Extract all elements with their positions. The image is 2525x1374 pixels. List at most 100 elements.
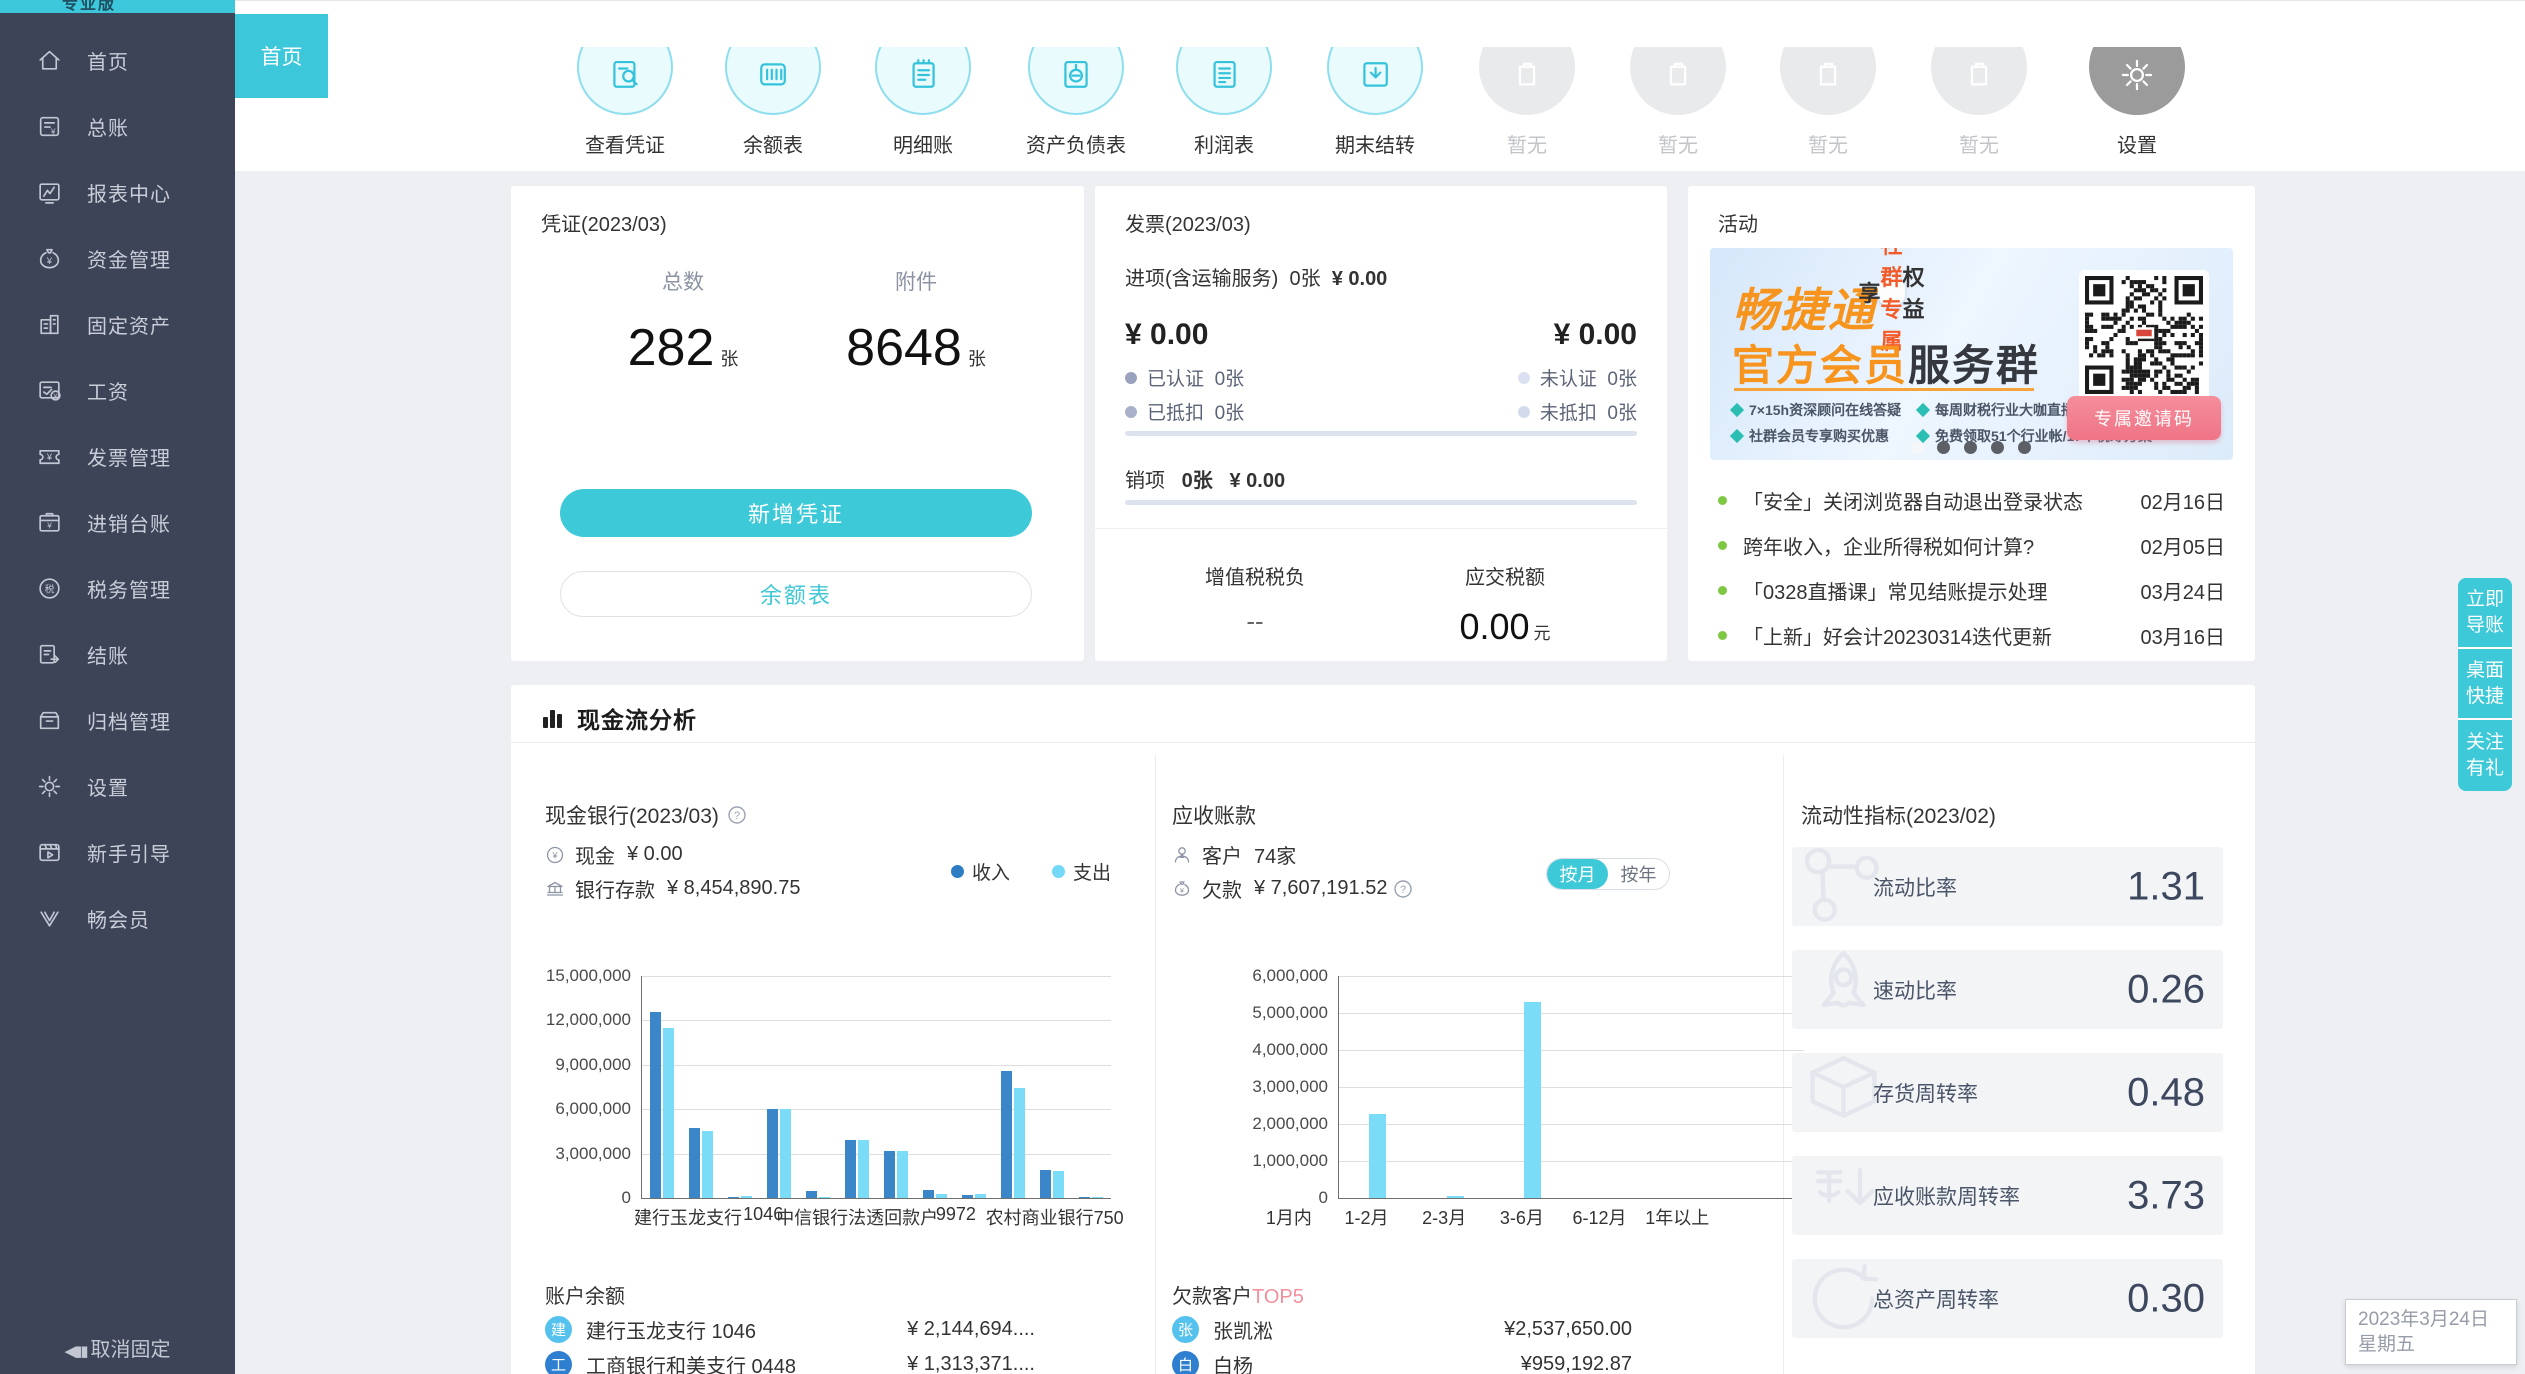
- help-icon[interactable]: ?: [1393, 879, 1413, 899]
- quick-action-period-end[interactable]: 期末结转: [1300, 47, 1450, 158]
- y-axis-labels: 6,000,000 5,000,000 4,000,000 3,000,000 2,00…: [1252, 966, 1328, 1207]
- activity-news-item[interactable]: 「0328直播课」常见结账提示处理 03月24日: [1718, 576, 2225, 605]
- sidebar-item-settings[interactable]: 设置: [0, 753, 235, 819]
- money-bag-icon: ¥: [36, 245, 63, 272]
- add-voucher-button[interactable]: 新增凭证: [560, 489, 1032, 537]
- edition-label: 专业版: [62, 0, 117, 13]
- customer-icon: [1172, 845, 1192, 865]
- carousel-dot[interactable]: [1964, 441, 1977, 454]
- sidebar-item-funds[interactable]: ¥ 资金管理: [0, 225, 235, 291]
- sidebar-item-home[interactable]: 首页: [0, 27, 235, 93]
- quick-action-detail-ledger[interactable]: 明细账: [848, 47, 998, 158]
- sidebar-item-label: 结账: [87, 645, 129, 668]
- section-header: 现金流分析: [541, 701, 697, 735]
- sidebar-item-invoice-management[interactable]: ¥ 发票管理: [0, 423, 235, 489]
- import-account-button[interactable]: 立即导账: [2458, 578, 2512, 649]
- period-end-icon: [1327, 47, 1423, 115]
- activity-news-item[interactable]: 「安全」关闭浏览器自动退出登录状态 02月16日: [1718, 486, 2225, 515]
- sidebar-item-archive[interactable]: 归档管理: [0, 687, 235, 753]
- quick-action-view-voucher[interactable]: 查看凭证: [550, 47, 700, 158]
- bank-badge: 建: [545, 1315, 572, 1343]
- cash-row: ¥ 现金 ¥ 0.00: [545, 840, 683, 869]
- toggle-monthly[interactable]: 按月: [1547, 859, 1608, 889]
- certified-amount: ¥ 0.00: [1125, 318, 1209, 351]
- sidebar-item-label: 报表中心: [87, 183, 171, 206]
- sidebar-item-tax-management[interactable]: 税 税务管理: [0, 555, 235, 621]
- sidebar-item-trade-ledger[interactable]: ¥ 进销台账: [0, 489, 235, 555]
- section-title: 现金流分析: [577, 707, 697, 733]
- follow-gift-button[interactable]: 关注有礼: [2458, 720, 2512, 791]
- bank-icon: [545, 879, 565, 899]
- chart-plot: [641, 976, 1111, 1199]
- sidebar-item-beginner-guide[interactable]: 新手引导: [0, 819, 235, 885]
- desktop-shortcut-button[interactable]: 桌面快捷: [2458, 649, 2512, 720]
- ledger-icon: ¥: [36, 113, 63, 140]
- collapse-icon: ◀▮▮: [64, 1343, 88, 1360]
- voucher-attachment-stat: 附件 8648 张: [816, 266, 1016, 378]
- sidebar-item-fixed-assets[interactable]: 固定资产: [0, 291, 235, 357]
- bank-badge: 工: [545, 1350, 572, 1374]
- sidebar-item-general-ledger[interactable]: ¥ 总账: [0, 93, 235, 159]
- svg-text:税: 税: [45, 582, 55, 595]
- carousel-dot[interactable]: [1910, 441, 1923, 454]
- voucher-card: 凭证(2023/03) 总数 282 张 附件 8648 张 新增凭证 余额表: [511, 186, 1084, 661]
- activity-news-item[interactable]: 跨年收入，企业所得税如何计算? 02月05日: [1718, 531, 2225, 560]
- divider: [511, 742, 2255, 743]
- cash-icon: ¥: [545, 845, 565, 865]
- balance-table-button[interactable]: 余额表: [560, 571, 1032, 617]
- period-toggle[interactable]: 按月 按年: [1546, 858, 1670, 890]
- help-icon[interactable]: ?: [727, 805, 747, 825]
- tab-home[interactable]: 首页: [235, 14, 328, 98]
- activity-card-title: 活动: [1718, 214, 1758, 236]
- box-icon: [1796, 1053, 1891, 1132]
- carousel-dot[interactable]: [1991, 441, 2004, 454]
- quick-action-settings[interactable]: 设置: [2062, 47, 2212, 158]
- carousel-dots: [1910, 441, 2031, 454]
- toggle-yearly[interactable]: 按年: [1620, 865, 1657, 885]
- sidebar-item-closing[interactable]: 结账: [0, 621, 235, 687]
- liquidity-row-receivable-turnover: 应收账款周转率 3.73: [1792, 1156, 2223, 1235]
- quick-action-balance-table[interactable]: 余额表: [698, 47, 848, 158]
- uncertified-amount: ¥ 0.00: [1553, 318, 1637, 351]
- liquidity-column: 流动性指标(2023/02) 流动比率 1.31 速动比率 0.26 存货周转率 0.…: [1790, 742, 2232, 1374]
- sidebar-item-label: 发票管理: [87, 447, 171, 470]
- promo-banner[interactable]: 畅捷通 享社群专属权益 官方会员服务群 7×15h资深顾问在线答疑 每周财税行业…: [1710, 248, 2233, 460]
- rocket-icon: [1796, 950, 1891, 1029]
- invoice-output-row: 销项 0张 ¥ 0.00: [1125, 470, 1286, 492]
- sidebar-item-membership[interactable]: 畅会员: [0, 885, 235, 951]
- main-area: 首页 查看凭证 余额表 明细账 资产负债表 利润表 期末结转 暂无 暂无 暂无 …: [235, 0, 2525, 1374]
- certified-row: 已认证 0张: [1125, 364, 1244, 391]
- receivable-column: 应收账款 客户 74家 ¥ 欠款 ¥ 7,607,191.52 ? 按月 按年 6,0…: [1160, 742, 1804, 1374]
- quick-action-profit-sheet[interactable]: 利润表: [1149, 47, 1299, 158]
- banner-feature: 社群会员专享购买优惠: [1729, 426, 1889, 446]
- bullet-icon: [1718, 631, 1727, 640]
- sidebar-item-label: 固定资产: [87, 315, 171, 338]
- unpin-sidebar-button[interactable]: ◀▮▮ 取消固定: [0, 1333, 235, 1362]
- sidebar-item-payroll[interactable]: ¥ 工资: [0, 357, 235, 423]
- status-dot: [1125, 371, 1137, 384]
- placeholder-doc-icon: [1780, 47, 1876, 115]
- carousel-dot[interactable]: [1937, 441, 1950, 454]
- quick-action-empty-3: 暂无: [1753, 47, 1903, 158]
- closing-icon: [36, 641, 63, 668]
- voucher-total-stat: 总数 282 张: [583, 266, 783, 378]
- qr-caption: 专属邀请码: [2067, 396, 2221, 440]
- svg-text:¥: ¥: [50, 126, 56, 136]
- sidebar-item-report-center[interactable]: 报表中心: [0, 159, 235, 225]
- vip-icon: [36, 905, 63, 932]
- sidebar-item-label: 首页: [87, 51, 129, 74]
- svg-text:¥: ¥: [53, 391, 58, 400]
- quick-action-asset-liability[interactable]: 资产负债表: [1001, 47, 1151, 158]
- top-debtors-title: 欠款客户TOP5: [1172, 1286, 1304, 1308]
- invoice-icon: ¥: [36, 443, 63, 470]
- placeholder-doc-icon: [1931, 47, 2027, 115]
- sidebar-item-label: 总账: [87, 117, 129, 140]
- banner-underline: [1734, 388, 2034, 391]
- activity-news-item[interactable]: 「上新」好会计20230314迭代更新 03月16日: [1718, 621, 2225, 650]
- legend-expense: 支出: [1051, 858, 1111, 885]
- home-icon: [36, 47, 63, 74]
- carousel-dot[interactable]: [2018, 441, 2031, 454]
- divider: [1155, 755, 1156, 1374]
- tooltip-weekday: 星期五: [2358, 1334, 2416, 1355]
- svg-text:¥: ¥: [46, 452, 53, 462]
